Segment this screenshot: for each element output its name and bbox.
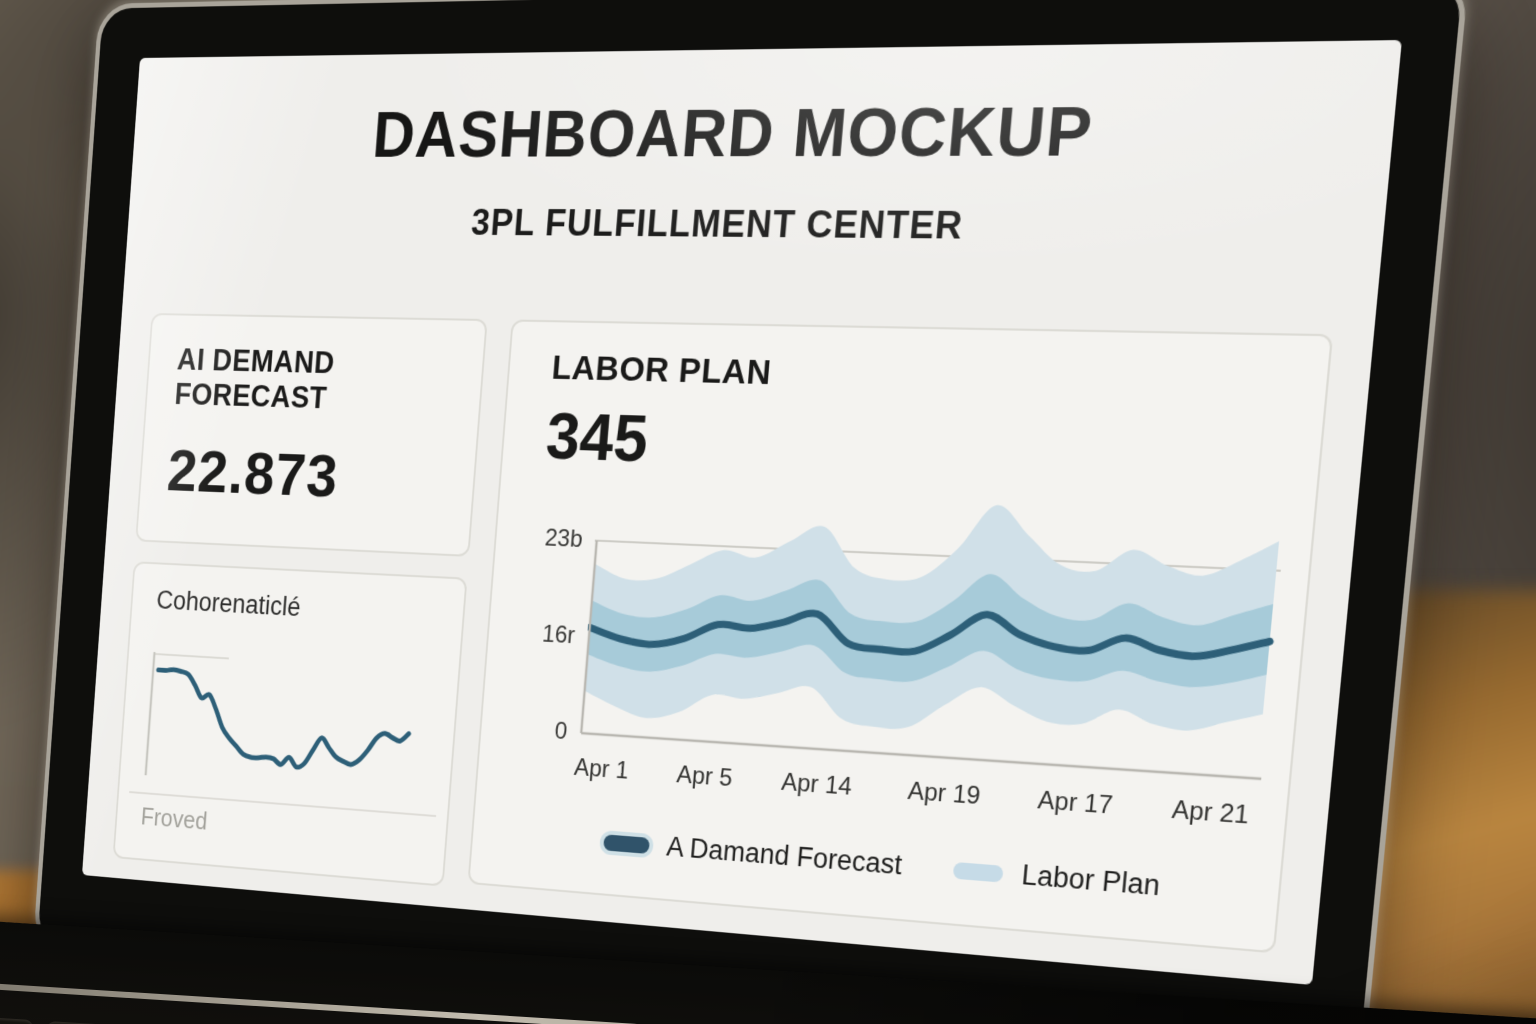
x-tick-apr-21: Apr 21 <box>1170 795 1251 830</box>
x-tick-apr-1: Apr 1 <box>573 753 630 785</box>
x-tick-apr-19: Apr 19 <box>906 777 982 811</box>
y-tick-0: 0 <box>553 717 569 746</box>
legend-item-forecast: A Damand Forecast <box>602 826 903 881</box>
y-tick-16r: 16r <box>541 620 576 650</box>
card-cohort-sparkline: Cohorenaticlé Froved <box>112 561 468 887</box>
spark-y-axis <box>146 652 155 775</box>
dashboard-screen: DASHBOARD MOCKUP 3PL FULFILLMENT CENTER … <box>81 40 1402 985</box>
labor-chart-svg <box>575 490 1290 836</box>
forecast-card-title: AI DEMAND FORECAST <box>173 342 336 416</box>
legend-swatch-labor-band <box>952 861 1004 883</box>
labor-chart-y-axis-labels: 23b 16r 0 <box>482 322 600 890</box>
x-tick-apr-17: Apr 17 <box>1036 786 1114 820</box>
y-tick-23b: 23b <box>543 524 584 554</box>
cohort-line <box>152 669 412 776</box>
x-tick-apr-5: Apr 5 <box>675 760 734 793</box>
page-title: DASHBOARD MOCKUP <box>370 92 1096 171</box>
legend-swatch-forecast-line <box>603 833 651 854</box>
card-ai-demand-forecast: AI DEMAND FORECAST 22.873 <box>135 313 488 557</box>
cohort-card-footer: Froved <box>139 803 209 836</box>
legend-label-forecast: A Damand Forecast <box>665 831 904 881</box>
forecast-kpi-value: 22.873 <box>165 437 341 511</box>
laptop-screen: DASHBOARD MOCKUP 3PL FULFILLMENT CENTER … <box>37 0 1463 1024</box>
cohort-card-title: Cohorenaticlé <box>155 585 302 622</box>
spark-top-gridline <box>154 654 229 659</box>
cohort-sparkline-chart <box>138 638 420 801</box>
x-tick-apr-14: Apr 14 <box>780 768 854 801</box>
card-labor-plan: LABOR PLAN 345 23b 16r 0 Apr 1 Apr 5 Apr 14 A… <box>467 319 1334 954</box>
legend-label-labor-plan: Labor Plan <box>1020 858 1162 902</box>
page-subtitle: 3PL FULFILLMENT CENTER <box>469 201 965 248</box>
legend-item-labor-plan: Labor Plan <box>952 854 1161 903</box>
